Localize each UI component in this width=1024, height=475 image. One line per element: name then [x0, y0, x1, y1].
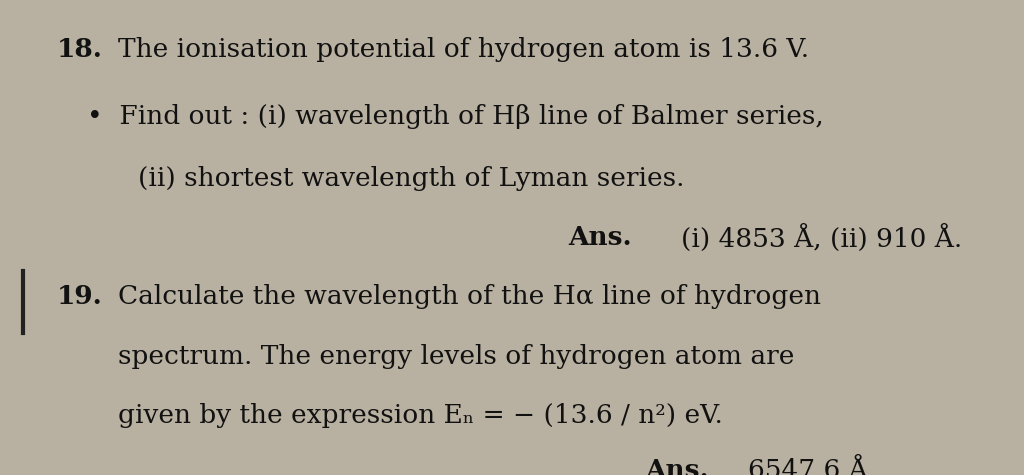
Text: (i) 4853 Å, (ii) 910 Å.: (i) 4853 Å, (ii) 910 Å. — [681, 223, 963, 252]
Text: 18.: 18. — [56, 38, 102, 62]
Text: spectrum. The energy levels of hydrogen atom are: spectrum. The energy levels of hydrogen … — [118, 344, 795, 369]
Text: The ionisation potential of hydrogen atom is 13.6 V.: The ionisation potential of hydrogen ato… — [118, 38, 809, 62]
Text: 19.: 19. — [56, 285, 102, 309]
Text: Ans.: Ans. — [645, 458, 709, 475]
Text: 6547.6 Å.: 6547.6 Å. — [748, 458, 876, 475]
Text: Calculate the wavelength of the Hα line of hydrogen: Calculate the wavelength of the Hα line … — [118, 285, 821, 309]
Text: Ans.: Ans. — [568, 225, 632, 250]
Text: (ii) shortest wavelength of Lyman series.: (ii) shortest wavelength of Lyman series… — [138, 166, 685, 190]
Text: •  Find out : (i) wavelength of Hβ line of Balmer series,: • Find out : (i) wavelength of Hβ line o… — [87, 104, 823, 129]
Text: given by the expression Eₙ = − (13.6 / n²) eV.: given by the expression Eₙ = − (13.6 / n… — [118, 403, 723, 428]
